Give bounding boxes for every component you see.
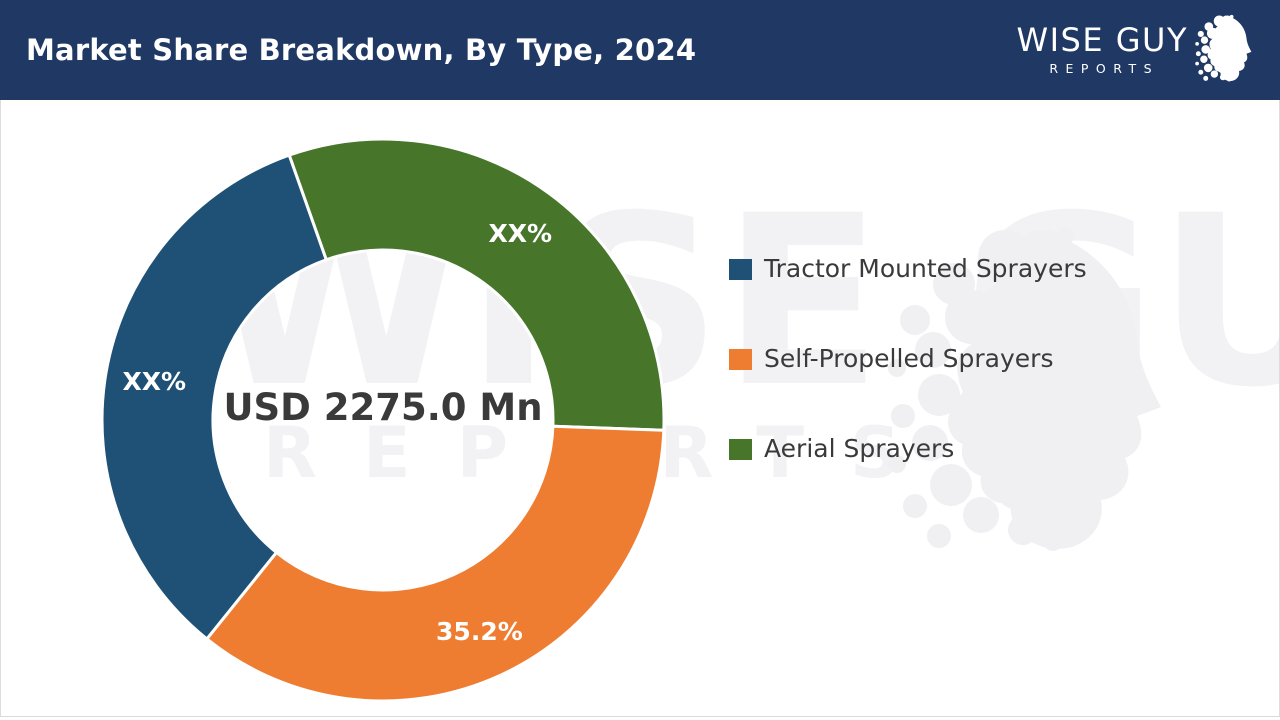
brand-logo-text: WISE GUY REPORTS bbox=[1016, 24, 1188, 76]
page-title: Market Share Breakdown, By Type, 2024 bbox=[26, 33, 697, 67]
legend-label: Self-Propelled Sprayers bbox=[764, 344, 1054, 373]
donut-center-label: USD 2275.0 Mn bbox=[223, 386, 542, 429]
legend-label: Tractor Mounted Sprayers bbox=[764, 254, 1087, 283]
header-bar: Market Share Breakdown, By Type, 2024 WI… bbox=[0, 0, 1280, 100]
brand-logo: WISE GUY REPORTS bbox=[1016, 13, 1254, 87]
segment-value-label: XX% bbox=[488, 219, 552, 248]
legend-label: Aerial Sprayers bbox=[764, 434, 955, 463]
donut-segment-tractor-mounted-sprayers bbox=[100, 153, 328, 641]
chart-area: WISE GUY REPORTS XX%35.2%XX%USD 2275.0 M… bbox=[0, 100, 1280, 717]
logo-face-icon bbox=[1195, 14, 1252, 82]
brand-name: WISE GUY bbox=[1016, 21, 1188, 59]
donut-chart: XX% 35.2% XX% USD 2275.0 Mn bbox=[100, 137, 666, 703]
legend-item-aerial-sprayers: Aerial Sprayers bbox=[729, 432, 1087, 466]
legend-item-tractor-mounted-sprayers: Tractor Mounted Sprayers bbox=[729, 252, 1087, 286]
donut-segment-aerial-sprayers bbox=[287, 137, 666, 432]
segment-value-label: XX% bbox=[122, 367, 186, 396]
brand-subtitle: REPORTS bbox=[1049, 61, 1160, 76]
chart-legend: Tractor Mounted Sprayers Self-Propelled S… bbox=[729, 252, 1087, 466]
donut-segment-self-propelled-sprayers bbox=[205, 424, 666, 703]
legend-swatch-icon bbox=[729, 438, 752, 460]
legend-item-self-propelled-sprayers: Self-Propelled Sprayers bbox=[729, 342, 1087, 376]
segment-value-label: 35.2% bbox=[436, 617, 523, 646]
legend-swatch-icon bbox=[729, 348, 752, 370]
legend-swatch-icon bbox=[729, 258, 752, 280]
